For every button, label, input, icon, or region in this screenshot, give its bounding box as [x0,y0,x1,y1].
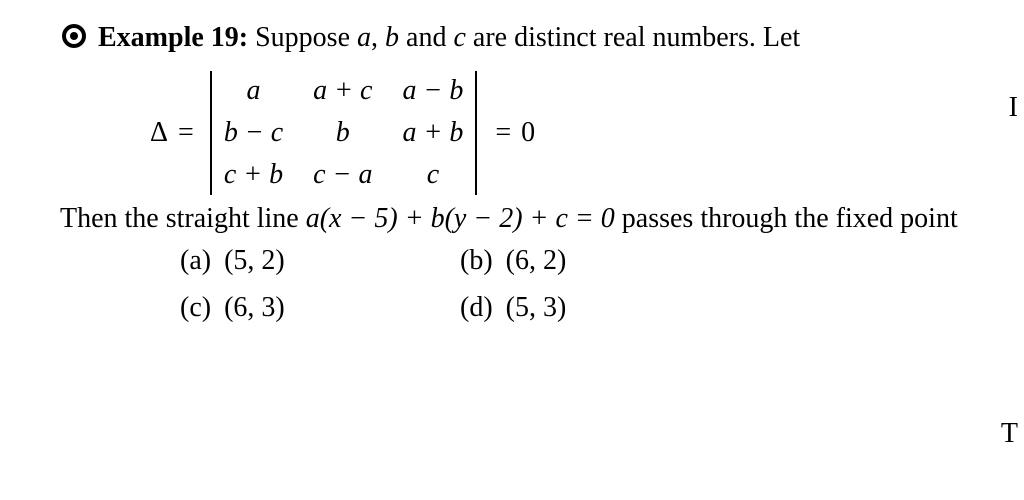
det-bar-right [475,71,477,195]
delta-symbol: Δ [150,117,168,149]
option-value: (5, 3) [506,292,567,323]
option-value: (6, 2) [506,245,567,276]
determinant-equation: Δ = a a + c a − b b − c b a + b c + b c … [150,71,984,195]
det-cell: a [224,75,283,107]
option-a[interactable]: (a) (5, 2) [180,239,460,284]
option-label: (d) [460,292,493,323]
option-b[interactable]: (b) (6, 2) [460,239,740,284]
option-value: (6, 3) [224,292,285,323]
det-cell: c − a [313,159,372,191]
problem-statement: Example 19: Suppose a, b and c are disti… [60,18,984,63]
option-label: (a) [180,245,211,276]
target-icon [60,22,88,63]
intro-pre: Suppose [255,22,357,53]
conclusion-pre: Then the straight line [60,203,306,234]
var-c: c [453,22,465,53]
cutoff-text-2: T [1001,418,1018,450]
sep2: and [399,22,453,53]
conclusion-post: passes through the fixed point [615,203,958,234]
det-cell: c + b [224,159,283,191]
rhs-zero: 0 [521,117,535,149]
det-bar-left [210,71,212,195]
equals-2: = [495,117,511,149]
det-grid: a a + c a − b b − c b a + b c + b c − a … [218,71,470,195]
option-label: (b) [460,245,493,276]
det-cell: c [402,159,463,191]
det-cell: a − b [402,75,463,107]
example-label: Example 19: [98,22,248,53]
intro-post: are distinct real numbers. Let [466,22,800,53]
var-a: a [357,22,371,53]
sep1: , [371,22,385,53]
option-label: (c) [180,292,211,323]
conclusion: Then the straight line a(x − 5) + b(y − … [60,199,984,240]
cutoff-text-1: I [1009,92,1018,124]
var-b: b [385,22,399,53]
option-c[interactable]: (c) (6, 3) [180,286,460,331]
line-expression: a(x − 5) + b(y − 2) + c = 0 [306,203,615,234]
determinant: a a + c a − b b − c b a + b c + b c − a … [204,71,484,195]
det-cell: a + c [313,75,372,107]
answer-options: (a) (5, 2) (b) (6, 2) (c) (6, 3) (d) (5,… [180,239,984,331]
det-cell: a + b [402,117,463,149]
equals-1: = [178,117,194,149]
det-cell: b − c [224,117,283,149]
option-d[interactable]: (d) (5, 3) [460,286,740,331]
page: Example 19: Suppose a, b and c are disti… [0,0,1024,331]
det-cell: b [313,117,372,149]
option-value: (5, 2) [224,245,285,276]
